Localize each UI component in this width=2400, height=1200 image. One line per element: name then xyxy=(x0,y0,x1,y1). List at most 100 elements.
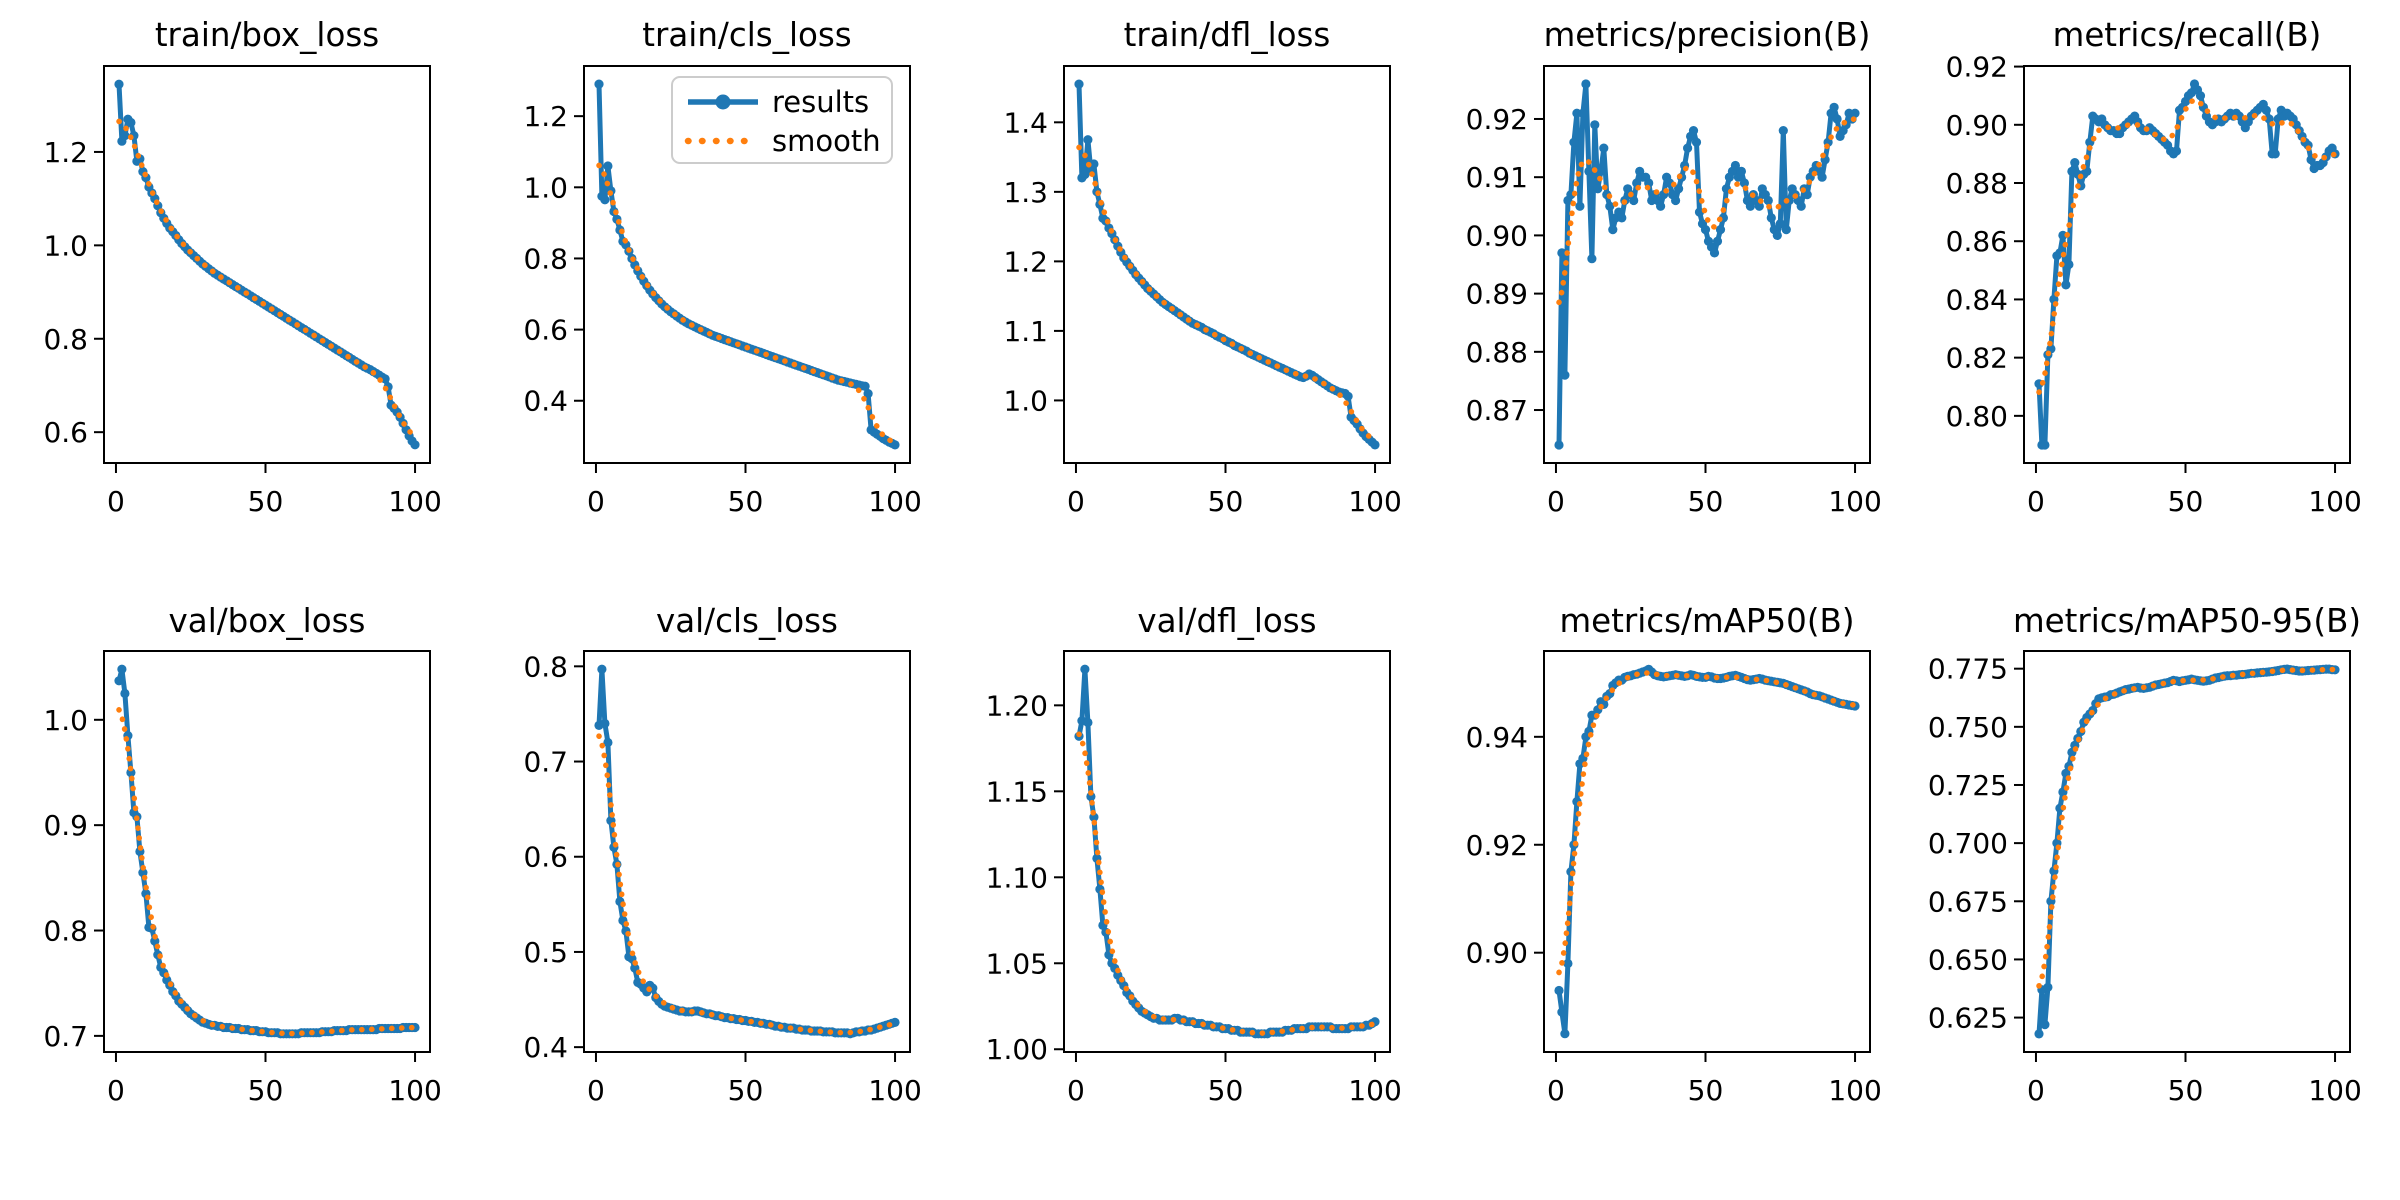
y-tick-label: 0.725 xyxy=(1928,769,2008,802)
x-tick-label: 50 xyxy=(1208,485,1244,518)
y-tick-label: 0.750 xyxy=(1928,711,2008,744)
chart-title: val/dfl_loss xyxy=(1137,602,1316,640)
data-point-marker xyxy=(1083,135,1093,145)
y-tick-label: 0.6 xyxy=(523,314,568,347)
data-point-marker xyxy=(380,374,390,384)
data-point-marker xyxy=(1671,195,1681,206)
data-point-marker xyxy=(410,440,420,450)
subplot-train-box-loss: train/box_loss 0.6 0.8 1.0 1.2 0 50 100 xyxy=(43,16,441,518)
y-tick-label: 0.6 xyxy=(523,841,568,874)
data-point-marker xyxy=(1074,79,1084,89)
data-point-marker xyxy=(1599,143,1609,153)
chart-title: metrics/mAP50-95(B) xyxy=(2013,602,2361,640)
y-tick-label: 1.2 xyxy=(43,136,88,169)
y-tick-label: 0.7 xyxy=(523,746,568,779)
y-tick-label: 0.5 xyxy=(523,936,568,969)
data-point-marker xyxy=(150,936,160,946)
data-point-marker xyxy=(1563,958,1573,969)
axes-spines xyxy=(583,650,911,1053)
data-point-marker xyxy=(1712,236,1723,246)
data-point-marker xyxy=(594,79,604,89)
x-tick-label: 0 xyxy=(107,1074,125,1107)
data-point-marker xyxy=(2043,982,2053,992)
y-tick-label: 1.0 xyxy=(1003,384,1048,417)
data-point-marker xyxy=(120,688,130,699)
x-tick-label: 50 xyxy=(1688,485,1724,518)
y-tick-label: 0.87 xyxy=(1466,394,1528,427)
data-point-marker xyxy=(863,389,873,399)
x-tick-label: 50 xyxy=(1208,1074,1244,1107)
y-tick-label: 0.625 xyxy=(1928,1002,2008,1035)
data-point-marker xyxy=(860,381,870,391)
y-tick-label: 0.88 xyxy=(1946,167,2008,200)
data-point-marker xyxy=(1608,225,1618,235)
y-tick-label: 0.9 xyxy=(43,809,88,842)
legend-smooth-label: smooth xyxy=(772,124,881,158)
data-point-marker xyxy=(1763,195,1773,206)
y-tick-label: 1.0 xyxy=(523,171,568,204)
x-tick-label: 50 xyxy=(248,1074,284,1107)
y-tick-label: 0.92 xyxy=(1946,51,2008,84)
subplot-metrics-precision-b-: metrics/precision(B) 0.87 0.88 0.89 0.90 0.91… xyxy=(1466,16,1882,518)
y-tick-label: 0.89 xyxy=(1466,278,1528,311)
x-tick-label: 100 xyxy=(2308,485,2361,518)
y-tick-label: 0.86 xyxy=(1946,225,2008,258)
y-tick-label: 0.88 xyxy=(1466,336,1528,369)
data-point-marker xyxy=(1832,114,1842,124)
data-point-marker xyxy=(1796,201,1806,211)
data-point-marker xyxy=(1593,184,1603,194)
data-point-marker xyxy=(1775,219,1785,229)
data-point-marker xyxy=(1560,370,1570,380)
subplot-metrics-recall-b-: metrics/recall(B) 0.80 0.82 0.84 0.86 0.88 0.9… xyxy=(1946,16,2362,518)
y-tick-label: 1.4 xyxy=(1003,106,1048,139)
y-tick-label: 1.2 xyxy=(1003,245,1048,278)
data-point-marker xyxy=(120,131,130,141)
legend-results-marker-sample xyxy=(715,94,731,110)
data-point-marker xyxy=(2040,1020,2050,1030)
y-tick-label: 1.0 xyxy=(43,229,88,262)
chart-title: train/cls_loss xyxy=(642,16,851,54)
data-point-marker xyxy=(1584,166,1594,176)
axes-spines xyxy=(583,65,911,464)
data-point-marker xyxy=(603,161,613,171)
data-point-marker xyxy=(2034,1029,2044,1039)
smooth-line xyxy=(1556,116,1858,306)
y-tick-label: 1.00 xyxy=(986,1033,1048,1066)
data-point-marker xyxy=(890,1017,900,1027)
y-tick-label: 1.1 xyxy=(1003,315,1048,348)
axes-spines xyxy=(1543,65,1871,464)
y-tick-label: 1.15 xyxy=(986,775,1048,808)
data-point-marker xyxy=(1083,717,1093,728)
data-point-marker xyxy=(1605,201,1615,211)
data-point-marker xyxy=(1370,440,1380,450)
x-tick-label: 0 xyxy=(1067,1074,1085,1107)
data-point-marker xyxy=(1691,137,1702,147)
data-point-marker xyxy=(2195,91,2206,101)
x-tick-label: 0 xyxy=(2027,485,2045,518)
axes-spines xyxy=(2023,65,2351,464)
data-point-marker xyxy=(2040,440,2050,450)
axes-spines xyxy=(1543,650,1871,1053)
data-point-marker xyxy=(1802,190,1812,200)
y-tick-label: 0.90 xyxy=(1466,219,1528,252)
y-tick-label: 0.8 xyxy=(523,650,568,683)
x-tick-label: 0 xyxy=(1067,485,1085,518)
x-tick-label: 100 xyxy=(1348,485,1401,518)
subplot-val-dfl-loss: val/dfl_loss 1.00 1.05 1.10 1.15 1.20 0 50 100 xyxy=(986,602,1402,1107)
y-tick-label: 0.8 xyxy=(523,242,568,275)
x-tick-label: 0 xyxy=(587,485,605,518)
chart-title: train/box_loss xyxy=(155,16,379,54)
data-point-marker xyxy=(1617,213,1627,223)
x-tick-label: 100 xyxy=(388,485,441,518)
x-tick-label: 50 xyxy=(248,485,284,518)
x-tick-label: 0 xyxy=(1547,485,1565,518)
data-point-marker xyxy=(1581,79,1591,89)
data-point-marker xyxy=(1850,108,1860,118)
chart-title: metrics/mAP50(B) xyxy=(1559,602,1854,640)
y-tick-label: 0.8 xyxy=(43,915,88,948)
y-tick-label: 0.700 xyxy=(1928,827,2008,860)
x-tick-label: 50 xyxy=(2168,485,2204,518)
data-point-marker xyxy=(2061,280,2071,290)
x-tick-label: 0 xyxy=(587,1074,605,1107)
